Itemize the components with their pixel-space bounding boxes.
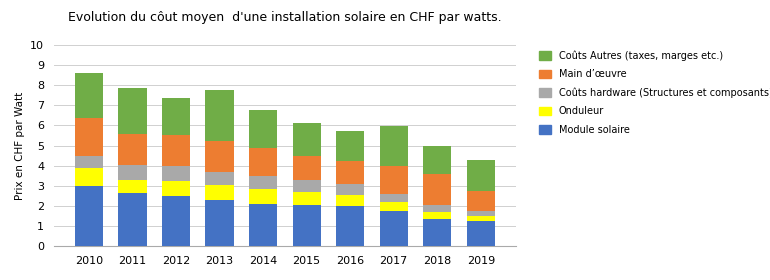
Bar xyxy=(162,166,190,181)
Bar xyxy=(336,132,364,161)
Bar xyxy=(467,216,495,221)
Bar xyxy=(293,180,321,192)
Bar xyxy=(249,176,277,189)
Bar xyxy=(206,172,234,185)
Y-axis label: Prix en CHF par Watt: Prix en CHF par Watt xyxy=(15,92,25,200)
Bar xyxy=(423,146,451,174)
Bar xyxy=(336,161,364,184)
Bar xyxy=(467,211,495,216)
Bar xyxy=(206,141,234,172)
Bar xyxy=(293,156,321,180)
Bar xyxy=(75,186,103,246)
Bar xyxy=(336,206,364,246)
Bar xyxy=(249,110,277,148)
Bar xyxy=(249,148,277,176)
Bar xyxy=(423,212,451,219)
Bar xyxy=(119,165,147,180)
Bar xyxy=(119,180,147,193)
Bar xyxy=(75,73,103,118)
Bar xyxy=(206,200,234,246)
Bar xyxy=(467,221,495,246)
Legend: Coûts Autres (taxes, marges etc.), Main d’œuvre, Coûts hardware (Structures et c: Coûts Autres (taxes, marges etc.), Main … xyxy=(534,46,770,139)
Bar xyxy=(119,88,147,134)
Bar xyxy=(380,166,408,194)
Bar xyxy=(380,194,408,202)
Bar xyxy=(162,181,190,196)
Bar xyxy=(423,174,451,205)
Bar xyxy=(336,184,364,195)
Bar xyxy=(293,123,321,156)
Bar xyxy=(162,98,190,134)
Bar xyxy=(162,134,190,166)
Bar xyxy=(162,196,190,246)
Bar xyxy=(467,191,495,211)
Bar xyxy=(75,168,103,186)
Bar xyxy=(423,219,451,246)
Bar xyxy=(293,192,321,205)
Bar xyxy=(75,156,103,168)
Bar xyxy=(249,204,277,246)
Bar xyxy=(206,185,234,200)
Bar xyxy=(75,118,103,156)
Bar xyxy=(380,127,408,166)
Bar xyxy=(293,205,321,246)
Bar xyxy=(423,205,451,212)
Bar xyxy=(119,134,147,165)
Bar xyxy=(119,193,147,246)
Bar xyxy=(206,90,234,141)
Bar xyxy=(380,211,408,246)
Text: Evolution du côut moyen  d'une installation solaire en CHF par watts.: Evolution du côut moyen d'une installati… xyxy=(68,11,502,24)
Bar xyxy=(336,195,364,206)
Bar xyxy=(380,202,408,211)
Bar xyxy=(467,160,495,191)
Bar xyxy=(249,189,277,204)
